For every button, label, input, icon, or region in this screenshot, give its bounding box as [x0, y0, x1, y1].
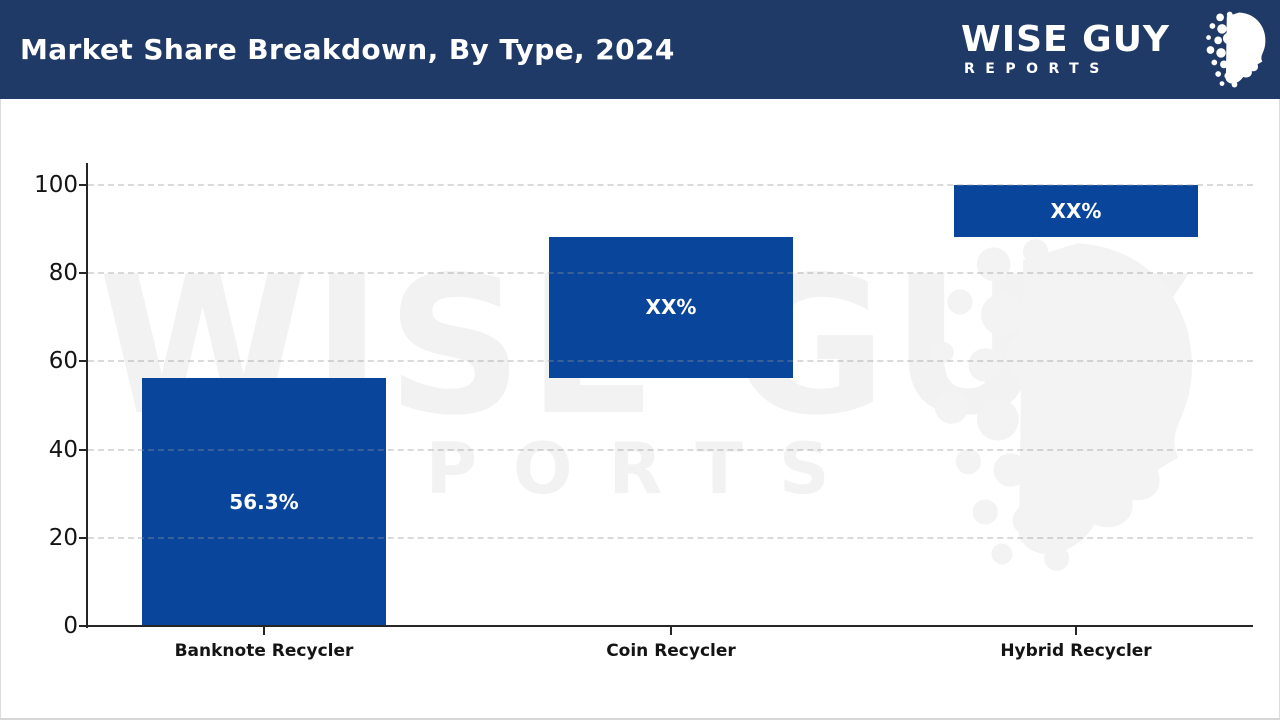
x-category-label: Hybrid Recycler [1000, 641, 1152, 661]
bar-value-label: XX% [645, 295, 697, 320]
y-tick-mark [79, 536, 88, 539]
y-tick-mark [79, 360, 88, 363]
bar-2 [954, 185, 1198, 238]
y-tick-mark [79, 448, 88, 451]
gridline-y-20 [88, 536, 1253, 539]
chart-title: Market Share Breakdown, By Type, 2024 [20, 33, 675, 66]
y-tick-mark [79, 625, 88, 627]
y-tick-label: 100 [34, 172, 78, 198]
gridline-y-80 [88, 272, 1253, 275]
watermark-face-icon [932, 239, 1192, 571]
brand-logo-text: WISE GUY REPORTS [960, 19, 1170, 78]
gridline-y-40 [88, 448, 1253, 451]
y-tick-label: 0 [63, 613, 78, 639]
y-tick-label: 60 [48, 348, 78, 375]
y-tick-label: 80 [48, 260, 78, 287]
x-tick-mark [263, 627, 265, 635]
brand-name: WISE GUY [960, 19, 1170, 60]
gridline-y-60 [88, 360, 1253, 363]
brand-subtitle: REPORTS [963, 61, 1110, 77]
brand-logo: WISE GUY REPORTS [961, 0, 1270, 99]
header-band: Market Share Breakdown, By Type, 2024 WI… [0, 0, 1280, 99]
y-tick-label: 40 [48, 436, 78, 463]
bar-value-label: XX% [1050, 199, 1102, 224]
x-category-label: Banknote Recycler [174, 641, 354, 661]
y-tick-label: 20 [48, 524, 78, 551]
x-tick-mark [670, 627, 672, 635]
y-tick-mark [79, 184, 88, 186]
y-tick-mark [79, 272, 88, 275]
brand-face-icon [1206, 11, 1266, 87]
bar-1 [549, 237, 793, 378]
bar-0 [142, 377, 386, 626]
gridline-y-100 [88, 184, 1253, 186]
x-category-label: Coin Recycler [606, 641, 736, 661]
x-tick-mark [1075, 627, 1077, 635]
x-axis-line [86, 625, 1253, 627]
bar-value-label: 56.3% [229, 489, 299, 514]
y-axis-line [86, 163, 88, 628]
